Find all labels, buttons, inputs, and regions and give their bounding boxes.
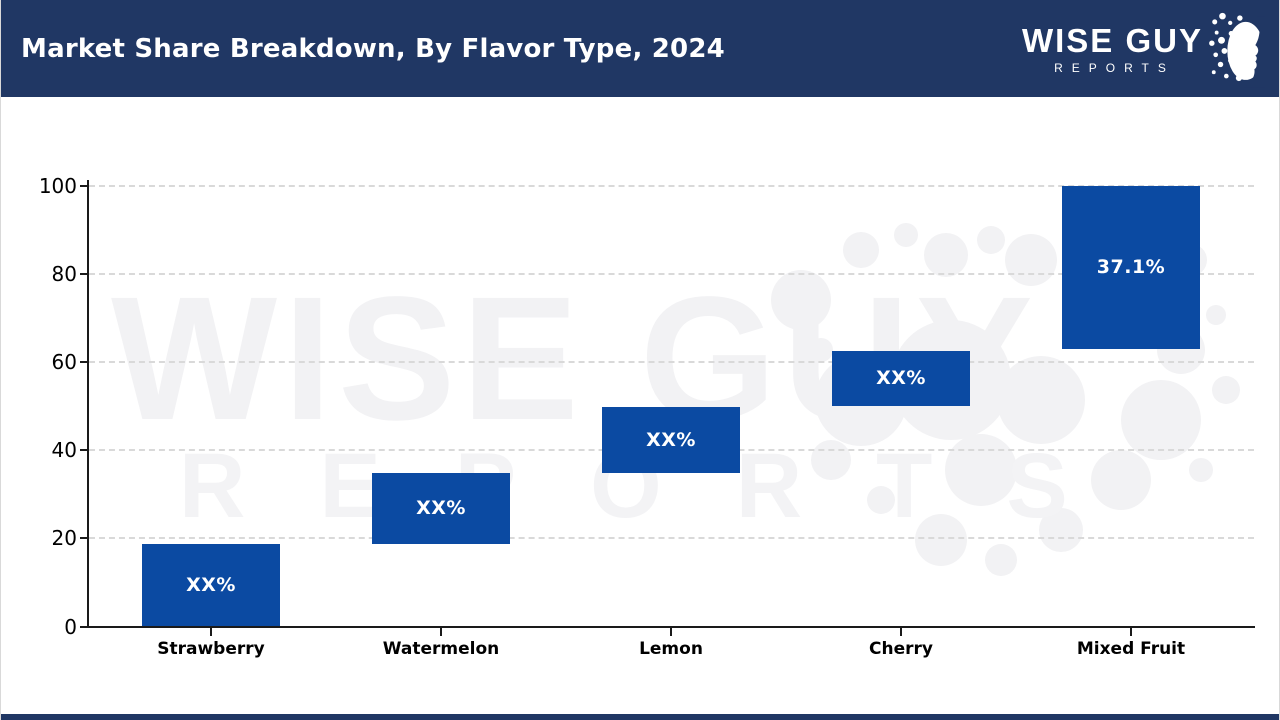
y-axis-tick-label: 60	[51, 350, 77, 375]
y-axis-tick	[80, 537, 89, 540]
gridline	[89, 361, 1254, 364]
chart-plot-area: 0 20 40 60 80 100 XX% Strawberry XX% Watermelon XX…	[1, 97, 1279, 714]
footer-bar	[1, 714, 1279, 720]
brand-logo-text: WISE GUY REPORTS	[1021, 22, 1203, 76]
x-axis-category-label: Lemon	[639, 639, 703, 659]
x-axis-category-label: Cherry	[869, 639, 933, 659]
bar-lemon: XX%	[602, 407, 740, 473]
y-axis-tick	[80, 184, 89, 187]
gridline	[89, 272, 1254, 275]
x-axis-tick	[1130, 627, 1132, 636]
y-axis-line	[87, 180, 89, 627]
gridline	[89, 184, 1254, 187]
x-axis-tick	[900, 627, 902, 636]
bar-value-label: XX%	[186, 574, 236, 597]
y-axis-tick-label: 0	[64, 614, 77, 639]
y-axis-tick	[80, 361, 89, 364]
x-axis-category-label: Watermelon	[382, 639, 500, 659]
y-axis-tick-label: 80	[51, 261, 77, 286]
y-axis-tick	[80, 449, 89, 452]
header-bar: Market Share Breakdown, By Flavor Type, …	[1, 0, 1279, 97]
bar-value-label: XX%	[416, 497, 466, 520]
bar-watermelon: XX%	[372, 472, 510, 545]
bar-mixed-fruit: 37.1%	[1062, 185, 1200, 350]
y-axis-tick-label: 40	[51, 438, 77, 463]
x-axis-tick	[670, 627, 672, 636]
y-axis-tick	[80, 625, 89, 628]
brand-logo-primary: WISE GUY	[1021, 22, 1203, 59]
bar-value-label: XX%	[646, 429, 696, 452]
x-axis-tick	[440, 627, 442, 636]
x-axis-category-label: Mixed Fruit	[1076, 639, 1186, 659]
y-axis-tick-label: 100	[38, 173, 77, 198]
bar-value-label: 37.1%	[1096, 256, 1166, 279]
page-title: Market Share Breakdown, By Flavor Type, …	[21, 33, 725, 64]
brand-face-icon	[1209, 12, 1265, 88]
y-axis-tick	[80, 272, 89, 275]
bar-value-label: XX%	[876, 367, 926, 390]
bar-cherry: XX%	[832, 350, 970, 407]
x-axis-category-label: Strawberry	[157, 639, 265, 659]
y-axis-tick-label: 20	[51, 526, 77, 551]
brand-logo-secondary: REPORTS	[1054, 61, 1175, 75]
x-axis-tick	[210, 627, 212, 636]
bar-strawberry: XX%	[142, 544, 280, 627]
gridline	[89, 537, 1254, 540]
brand-logo: WISE GUY REPORTS	[1022, 8, 1265, 90]
